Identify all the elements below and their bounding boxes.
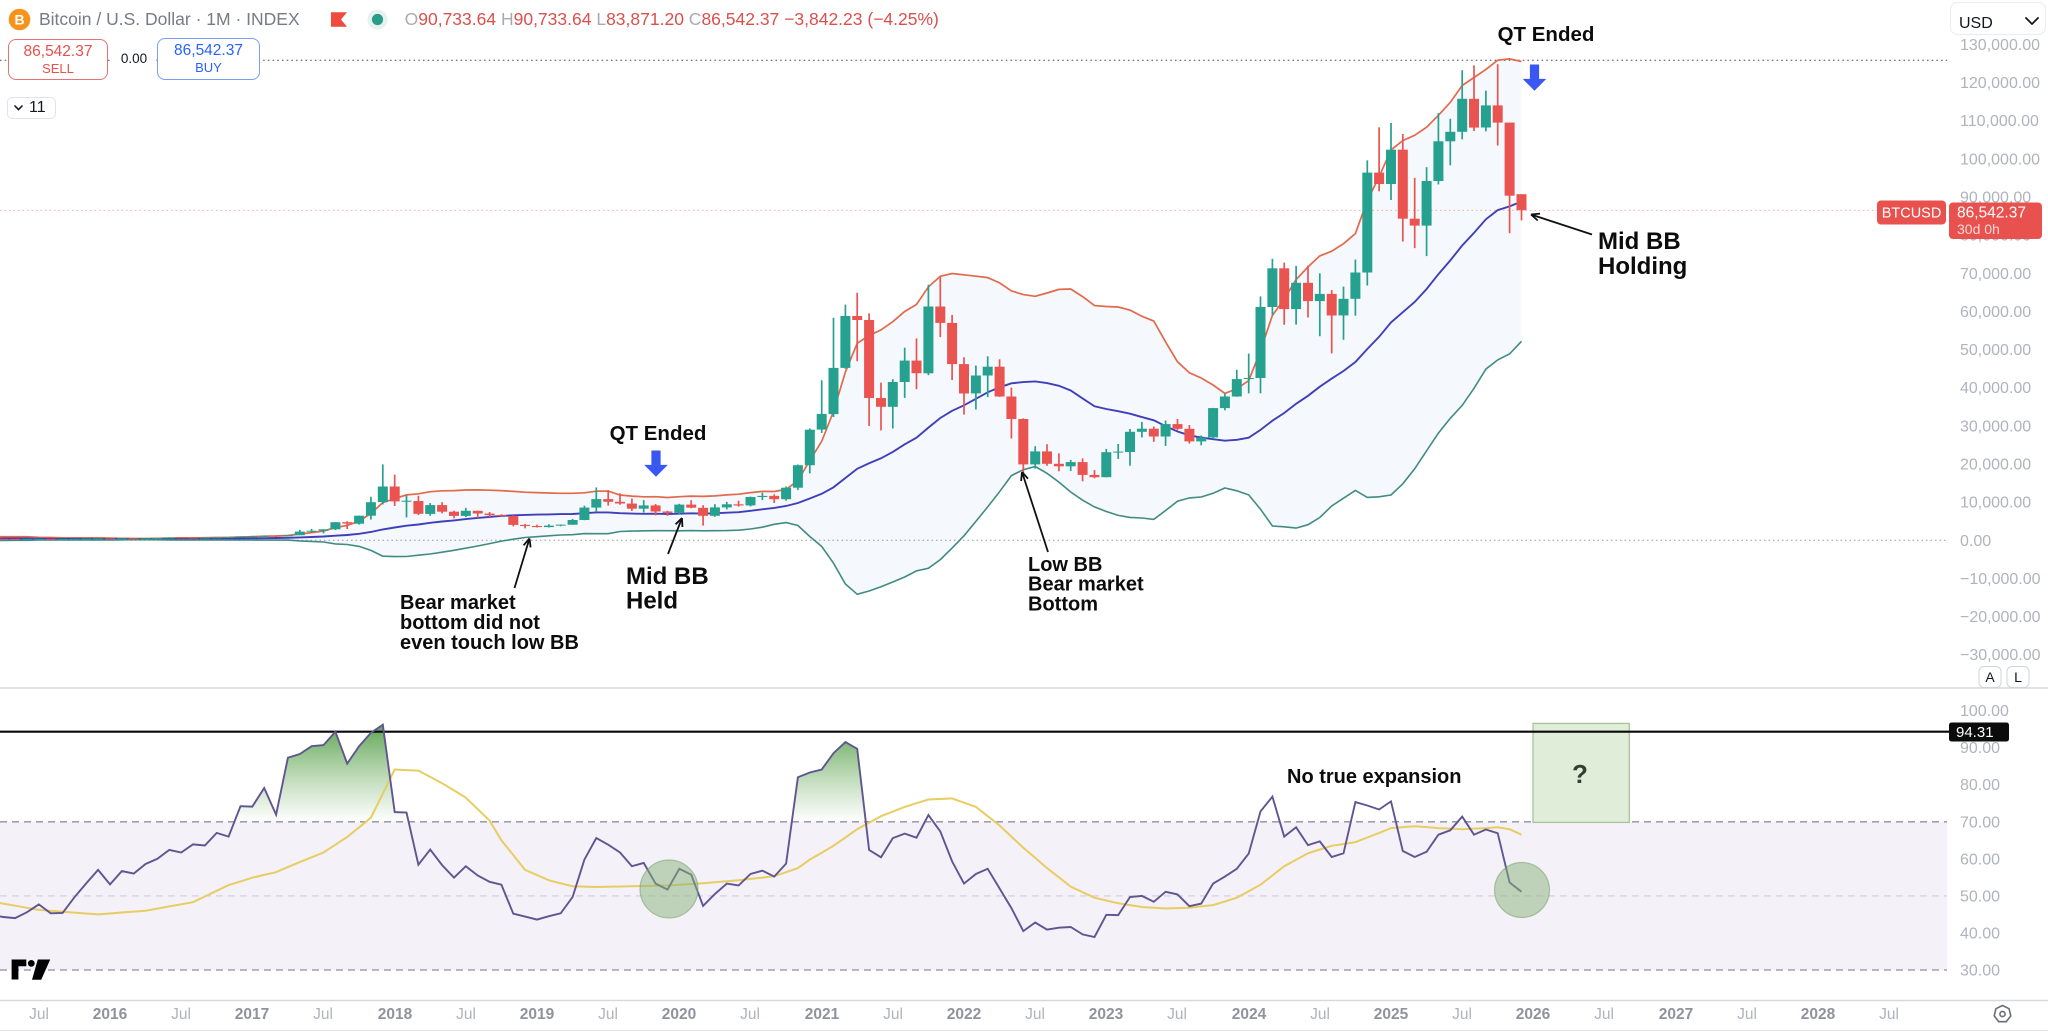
svg-text:30.00: 30.00 (1960, 963, 2000, 980)
svg-text:Bear market: Bear market (400, 592, 516, 614)
svg-text:BTCUSD: BTCUSD (1882, 206, 1942, 222)
svg-text:90.00: 90.00 (1960, 740, 2000, 757)
svg-text:Jul: Jul (598, 1006, 618, 1023)
svg-text:Mid BB: Mid BB (626, 563, 709, 590)
svg-text:70,000.00: 70,000.00 (1960, 266, 2031, 283)
svg-text:Jul: Jul (740, 1006, 760, 1023)
svg-text:Jul: Jul (1310, 1006, 1330, 1023)
svg-text:20,000.00: 20,000.00 (1960, 457, 2031, 474)
svg-text:Bottom: Bottom (1028, 593, 1098, 615)
svg-text:94.31: 94.31 (1956, 724, 1994, 741)
svg-text:60.00: 60.00 (1960, 851, 2000, 868)
svg-text:−30,000.00: −30,000.00 (1960, 647, 2041, 664)
svg-text:70.00: 70.00 (1960, 814, 2000, 831)
svg-text:60,000.00: 60,000.00 (1960, 304, 2031, 321)
svg-text:Jul: Jul (456, 1006, 476, 1023)
svg-text:L: L (2014, 669, 2022, 685)
svg-text:Jul: Jul (1737, 1006, 1757, 1023)
svg-text:2022: 2022 (947, 1006, 981, 1023)
svg-text:A: A (1985, 669, 1995, 685)
svg-text:2020: 2020 (662, 1006, 696, 1023)
svg-text:Jul: Jul (313, 1006, 333, 1023)
svg-text:Low BB: Low BB (1028, 554, 1102, 576)
svg-text:Jul: Jul (1025, 1006, 1045, 1023)
svg-text:86,542.37: 86,542.37 (1957, 205, 2026, 222)
svg-text:110,000.00: 110,000.00 (1960, 113, 2039, 130)
svg-text:USD: USD (1959, 15, 1993, 32)
svg-text:50.00: 50.00 (1960, 888, 2000, 905)
svg-text:2026: 2026 (1516, 1006, 1551, 1023)
svg-text:B: B (14, 11, 24, 27)
svg-text:2028: 2028 (1801, 1006, 1836, 1023)
svg-text:Mid BB: Mid BB (1598, 228, 1681, 255)
svg-text:Jul: Jul (171, 1006, 191, 1023)
svg-text:bottom did not: bottom did not (400, 612, 540, 634)
svg-text:Jul: Jul (1879, 1006, 1899, 1023)
svg-text:10,000.00: 10,000.00 (1960, 495, 2031, 512)
svg-text:?: ? (1572, 759, 1588, 789)
svg-text:2018: 2018 (378, 1006, 413, 1023)
svg-text:No true expansion: No true expansion (1287, 766, 1461, 788)
svg-text:40.00: 40.00 (1960, 925, 2000, 942)
svg-text:Holding: Holding (1598, 253, 1687, 280)
svg-text:QT Ended: QT Ended (1498, 23, 1595, 46)
svg-text:0.00: 0.00 (1960, 533, 1991, 550)
svg-text:even touch low BB: even touch low BB (400, 632, 579, 654)
svg-text:90,000.00: 90,000.00 (1960, 190, 2031, 207)
svg-text:2023: 2023 (1089, 1006, 1124, 1023)
svg-text:80.00: 80.00 (1960, 777, 2000, 794)
svg-text:Jul: Jul (1452, 1006, 1472, 1023)
svg-text:2017: 2017 (235, 1006, 269, 1023)
svg-text:30,000.00: 30,000.00 (1960, 418, 2031, 435)
svg-text:2027: 2027 (1659, 1006, 1693, 1023)
svg-text:2021: 2021 (805, 1006, 840, 1023)
svg-text:Bear market: Bear market (1028, 574, 1144, 596)
svg-text:2019: 2019 (520, 1006, 555, 1023)
svg-text:2024: 2024 (1232, 1006, 1267, 1023)
svg-text:130,000.00: 130,000.00 (1960, 37, 2040, 54)
svg-text:50,000.00: 50,000.00 (1960, 342, 2031, 359)
svg-text:−20,000.00: −20,000.00 (1960, 609, 2041, 626)
svg-text:Jul: Jul (1594, 1006, 1614, 1023)
svg-text:40,000.00: 40,000.00 (1960, 380, 2031, 397)
svg-text:Jul: Jul (883, 1006, 903, 1023)
svg-text:2016: 2016 (93, 1006, 128, 1023)
svg-text:Held: Held (626, 588, 678, 615)
svg-text:Jul: Jul (1167, 1006, 1187, 1023)
svg-text:100,000.00: 100,000.00 (1960, 151, 2040, 168)
svg-text:−10,000.00: −10,000.00 (1960, 571, 2041, 588)
svg-text:QT Ended: QT Ended (610, 422, 707, 445)
svg-text:100.00: 100.00 (1960, 703, 2009, 720)
svg-text:120,000.00: 120,000.00 (1960, 75, 2040, 92)
svg-text:2025: 2025 (1374, 1006, 1409, 1023)
svg-text:Jul: Jul (29, 1006, 49, 1023)
svg-text:30d 0h: 30d 0h (1957, 221, 2000, 237)
